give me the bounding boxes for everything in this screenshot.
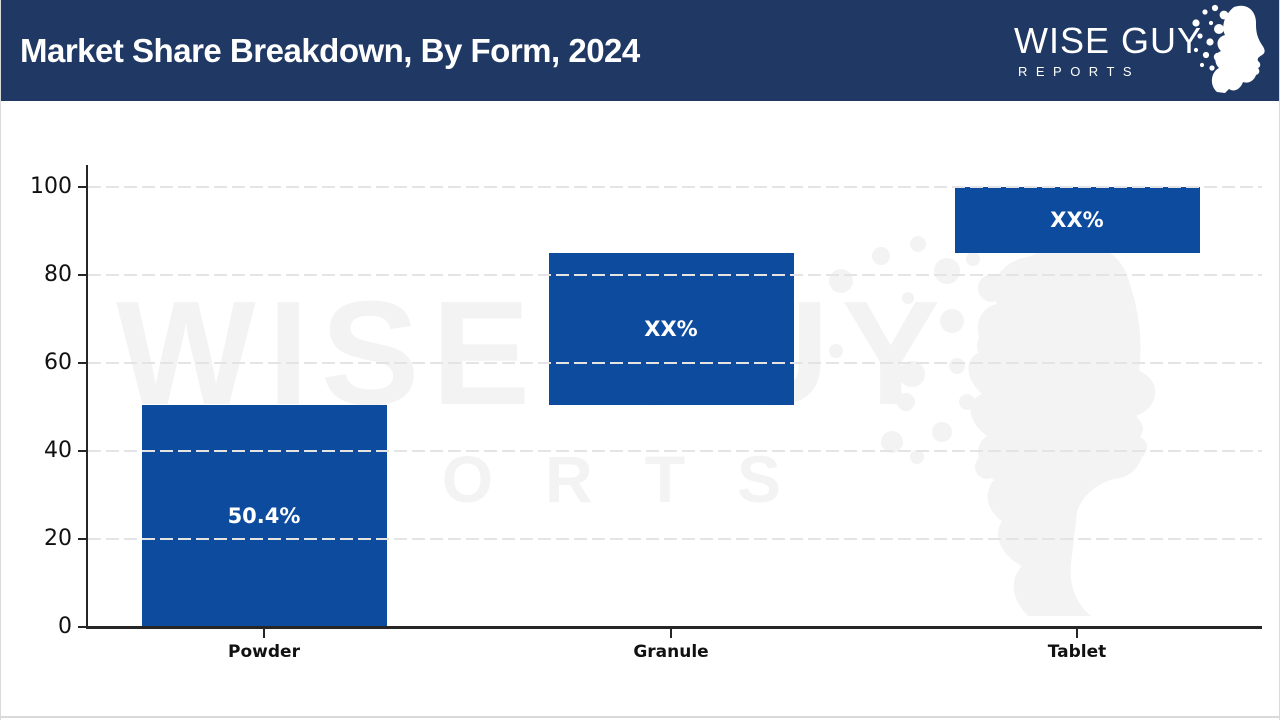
x-category-label-tablet: Tablet xyxy=(1047,642,1107,662)
y-axis-line xyxy=(86,165,88,629)
bar-value-label: XX% xyxy=(1050,208,1104,232)
header-bar: Market Share Breakdown, By Form, 2024 WI… xyxy=(0,0,1280,101)
gridline-40 xyxy=(88,450,1262,452)
bar-powder: 50.4% xyxy=(141,405,387,627)
y-tick-label-20: 20 xyxy=(44,526,72,551)
chart-title: Market Share Breakdown, By Form, 2024 xyxy=(20,31,640,69)
gridline-20 xyxy=(88,538,1262,540)
x-category-label-granule: Granule xyxy=(633,642,709,662)
x-category-label-powder: Powder xyxy=(228,642,300,662)
x-axis-line xyxy=(86,626,1262,629)
bar-value-label: XX% xyxy=(644,317,698,342)
brand-logo-text: WISE GUY REPORTS xyxy=(1013,19,1202,79)
x-tick-mark xyxy=(263,629,265,638)
y-tick-mark xyxy=(78,538,87,540)
y-tick-label-0: 0 xyxy=(58,614,72,639)
y-tick-label-40: 40 xyxy=(44,438,72,463)
bar-tablet: XX% xyxy=(954,187,1200,253)
watermark-head-profile-icon xyxy=(796,226,1196,621)
y-tick-mark xyxy=(78,274,87,276)
head-profile-icon xyxy=(1188,2,1266,99)
y-tick-label-100: 100 xyxy=(30,174,72,199)
brand-subtitle: REPORTS xyxy=(1017,63,1141,79)
gridline-80 xyxy=(88,274,1262,276)
gridline-100 xyxy=(88,186,1262,188)
y-tick-label-60: 60 xyxy=(44,350,72,375)
x-tick-mark xyxy=(670,629,672,638)
brand-name: WISE GUY xyxy=(1013,19,1202,61)
bar-granule: XX% xyxy=(548,253,794,406)
y-tick-mark xyxy=(78,626,87,628)
bar-value-label: 50.4% xyxy=(227,504,301,529)
chart-plot-area: WISE GUY REPORTS xyxy=(0,101,1280,716)
x-tick-mark xyxy=(1076,629,1078,638)
gridline-60 xyxy=(88,362,1262,364)
brand-logo: WISE GUY REPORTS xyxy=(1014,2,1266,99)
y-tick-label-80: 80 xyxy=(44,262,72,287)
y-tick-mark xyxy=(78,362,87,364)
y-tick-mark xyxy=(78,186,87,188)
bottom-divider xyxy=(0,716,1280,718)
y-tick-mark xyxy=(78,450,87,452)
